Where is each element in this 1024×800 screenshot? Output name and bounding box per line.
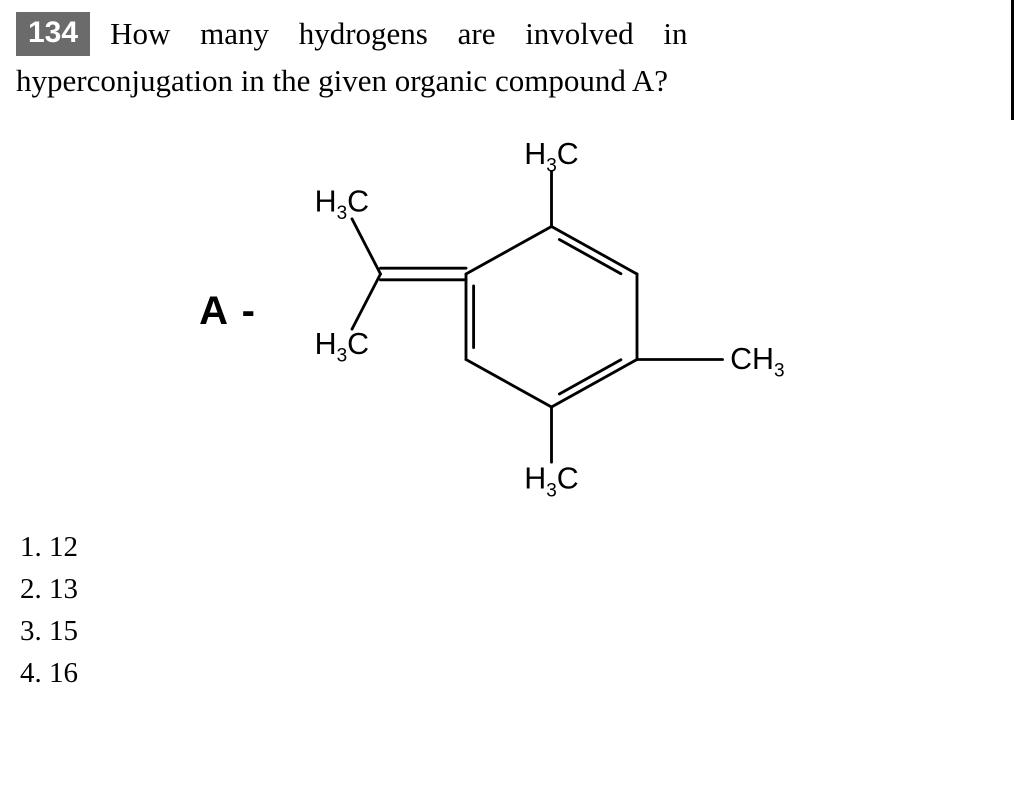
answer-options: 1. 12 2. 13 3. 15 4. 16 [16, 526, 1004, 694]
question-text-line2: hyperconjugation in the given organic co… [16, 59, 1004, 104]
option-3: 3. 15 [20, 610, 1004, 652]
atom-label-right: CH3 [730, 342, 784, 382]
page-right-rule [1011, 0, 1014, 120]
atom-label-left-upper: H3C [315, 184, 369, 224]
atom-label-bottom: H3C [524, 462, 578, 502]
option-1: 1. 12 [20, 526, 1004, 568]
atom-label-left-lower: H3C [315, 327, 369, 367]
option-4: 4. 16 [20, 652, 1004, 694]
question-number-badge: 134 [16, 12, 90, 56]
question-page: 134 How many hydrogens are involved in h… [0, 0, 1024, 800]
atom-label-top: H3C [524, 137, 578, 177]
compound-label: A - [199, 289, 257, 334]
bond-layer [352, 171, 723, 462]
option-2: 2. 13 [20, 568, 1004, 610]
question-text-line1: How many hydrogens are involved in [110, 16, 687, 51]
compound-structure: H3C H3C H3C H3C CH3 [301, 122, 821, 502]
question-block: 134 How many hydrogens are involved in h… [16, 12, 1004, 104]
compound-row: A - H3C H3C H3C H3C CH3 [16, 122, 1004, 502]
